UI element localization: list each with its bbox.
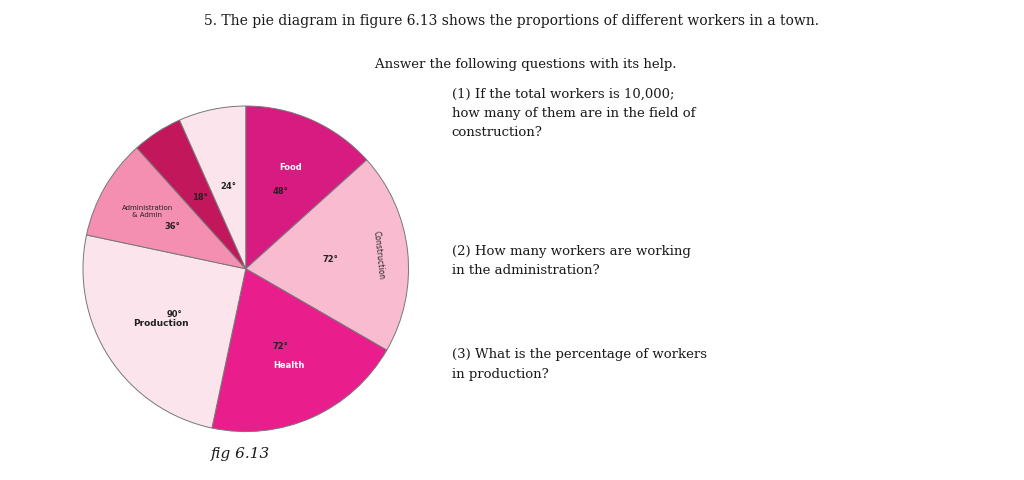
Text: 72°: 72° <box>322 255 338 264</box>
Text: Construction: Construction <box>372 230 386 280</box>
Text: (2) How many workers are working
in the administration?: (2) How many workers are working in the … <box>452 245 690 277</box>
Wedge shape <box>137 120 246 269</box>
Text: 24°: 24° <box>220 181 237 191</box>
Text: Administration
& Admin: Administration & Admin <box>122 205 173 218</box>
Text: Food: Food <box>280 163 302 172</box>
Text: 90°: 90° <box>167 311 182 319</box>
Text: 36°: 36° <box>165 222 180 231</box>
Wedge shape <box>179 106 246 269</box>
Wedge shape <box>212 269 387 432</box>
Text: fig 6.13: fig 6.13 <box>211 447 270 461</box>
Text: Answer the following questions with its help.: Answer the following questions with its … <box>358 58 677 71</box>
Text: Health: Health <box>273 361 304 370</box>
Text: Production: Production <box>133 319 189 328</box>
Wedge shape <box>246 160 409 350</box>
Text: 72°: 72° <box>272 342 288 350</box>
Text: (1) If the total workers is 10,000;
how many of them are in the field of
constru: (1) If the total workers is 10,000; how … <box>452 87 695 139</box>
Wedge shape <box>83 235 246 428</box>
Wedge shape <box>246 106 367 269</box>
Text: 5. The pie diagram in figure 6.13 shows the proportions of different workers in : 5. The pie diagram in figure 6.13 shows … <box>205 14 819 28</box>
Wedge shape <box>87 148 246 269</box>
Text: 18°: 18° <box>191 193 208 202</box>
Text: 48°: 48° <box>272 187 288 196</box>
Text: (3) What is the percentage of workers
in production?: (3) What is the percentage of workers in… <box>452 348 707 381</box>
